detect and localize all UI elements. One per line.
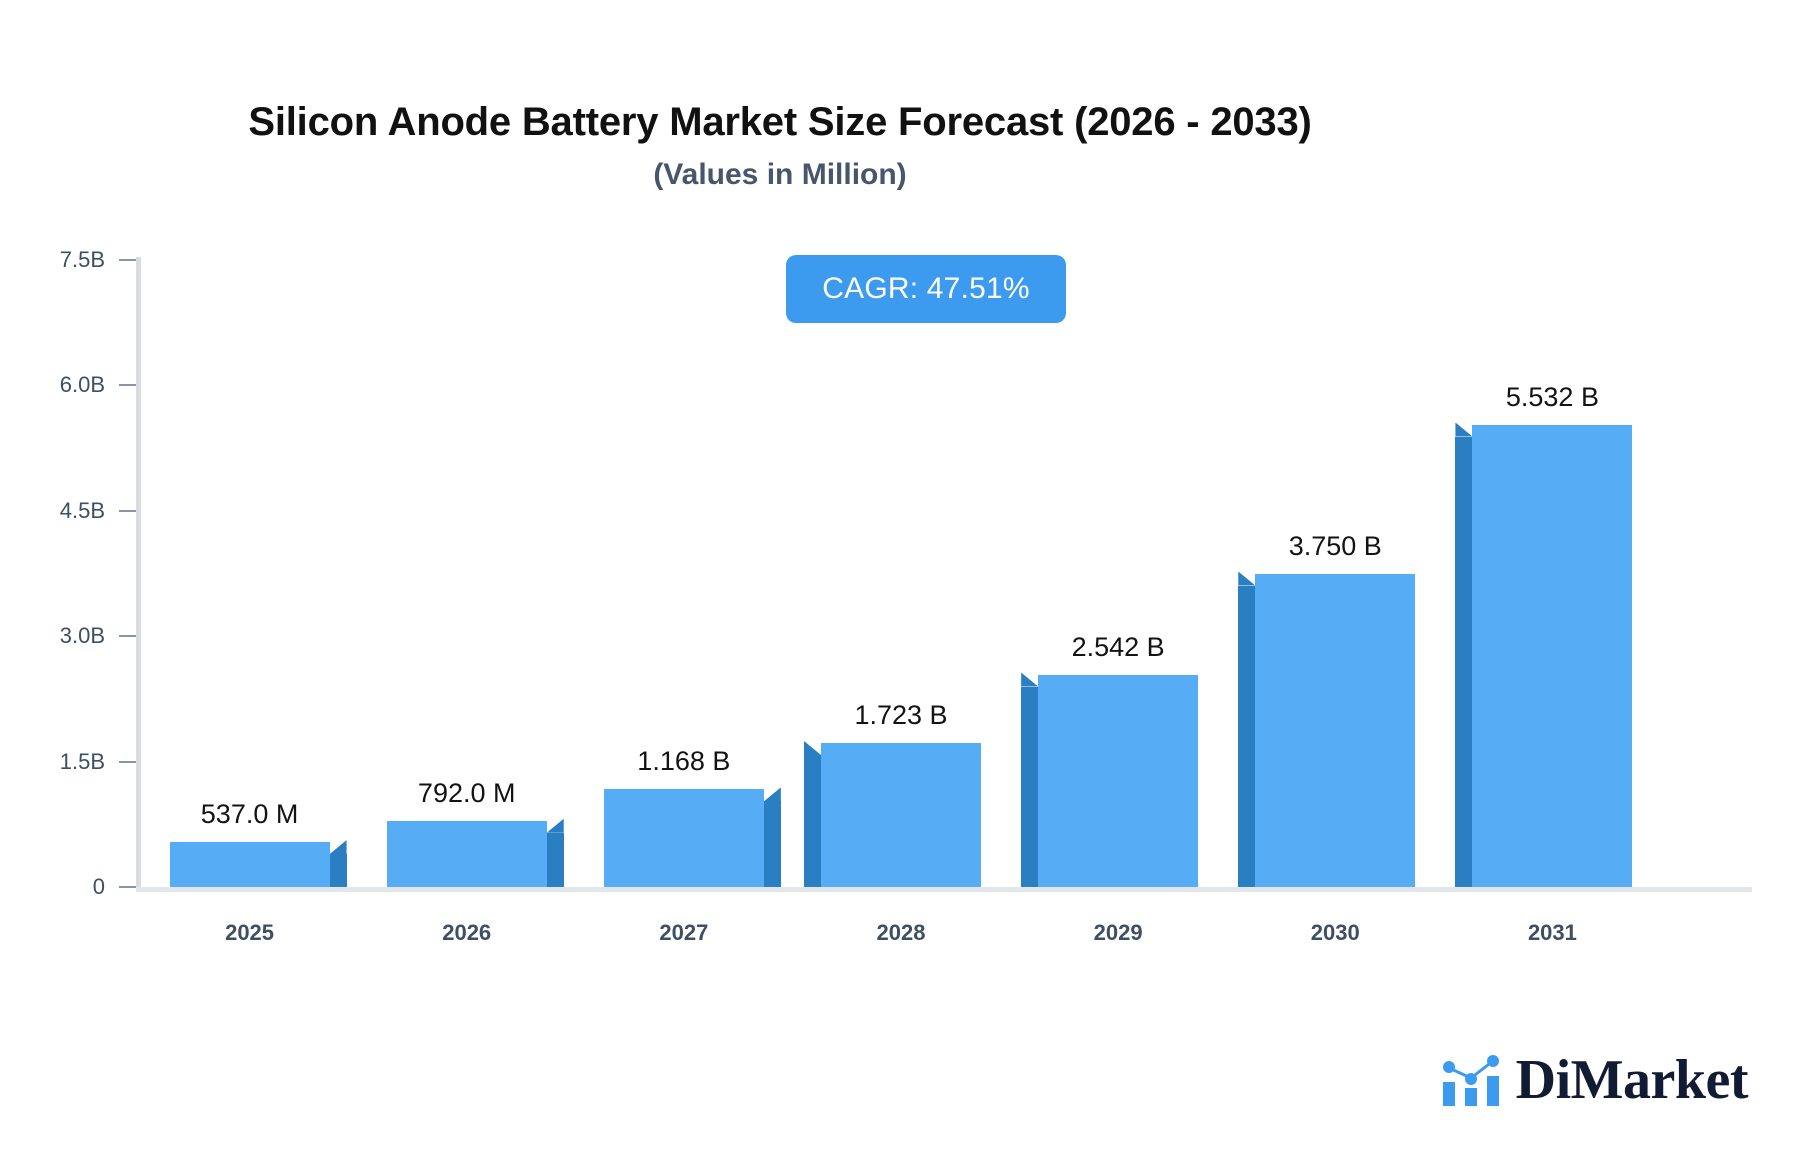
bar-value-label: 1.723 B [854,699,948,730]
bar-slot: 3.750 B [1238,260,1416,887]
logo-text: DiMarket [1515,1049,1749,1111]
bar-value-label: 1.168 B [637,746,731,777]
y-axis-tick: 3.0B [59,623,136,649]
page-title: Silicon Anode Battery Market Size Foreca… [248,100,1312,144]
bar-value-label: 792.0 M [417,777,516,808]
x-axis-tick-label: 2025 [225,920,275,945]
bar-top-bevel [1455,422,1473,437]
bar-side-face [329,854,347,887]
cagr-badge-label: CAGR: 47.51% [822,272,1030,305]
x-axis-baseline [136,887,1752,892]
y-axis-tick: 0 [92,874,136,899]
bar[interactable] [169,840,347,887]
bar-side-face [1021,686,1039,887]
title-block: Silicon Anode Battery Market Size Foreca… [0,100,1560,191]
bar-face[interactable] [603,789,764,887]
cagr-badge: CAGR: 47.51% [786,255,1066,323]
y-axis-tick-mark [119,760,136,763]
bar[interactable] [1021,672,1199,887]
bar-value-label: 3.750 B [1288,530,1382,561]
plot-area: 0 1.5B 3.0B 4.5B 6.0B 7.5B 537.0 M 792.0 M 1.16… [0,247,1800,945]
bar-chart-line-icon [1442,1055,1499,1106]
bar-slot: 792.0 M [386,260,564,887]
bar[interactable] [1455,422,1633,887]
bar-side-face [763,801,781,887]
bar-face[interactable] [1038,674,1199,887]
y-axis-tick-mark [119,886,136,888]
bar-value-label: 5.532 B [1505,381,1599,412]
dimarket-logo: DiMarket [1440,1049,1749,1111]
bar-face[interactable] [821,742,981,887]
y-axis-tick-mark [119,259,136,261]
bar[interactable] [386,818,564,887]
bar-face[interactable] [1255,573,1416,887]
bar-face[interactable] [169,842,330,887]
y-axis-tick-mark [119,635,136,638]
x-axis-tick-label: 2030 [1310,920,1360,945]
y-axis-tick-label: 3.0B [59,623,105,649]
y-axis-tick-label: 0 [92,874,105,899]
y-axis-tick-label: 7.5B [59,247,105,272]
bar-side-face [804,754,821,887]
x-axis-tick-label: 2028 [876,920,926,945]
bar-face[interactable] [386,820,547,887]
bar-face[interactable] [1472,424,1633,887]
y-axis-tick: 6.0B [59,372,136,398]
bar-slot: 5.532 B [1455,260,1633,887]
y-axis-tick-label: 4.5B [59,497,105,523]
bar[interactable] [1238,571,1416,887]
x-axis: 2025 2026 2027 2028 2029 2030 2031 [141,920,1661,960]
bar-side-face [1455,436,1473,887]
y-axis-tick-label: 1.5B [59,748,105,774]
bar[interactable] [603,787,781,887]
y-axis-tick-label: 6.0B [59,372,105,398]
y-axis: 0 1.5B 3.0B 4.5B 6.0B 7.5B [0,247,136,899]
bar-value-label: 2.542 B [1071,631,1165,662]
y-axis-tick-mark [119,384,136,387]
bar-value-label: 537.0 M [200,799,299,830]
bar-top-bevel [1238,571,1256,586]
bar-top-bevel [804,740,821,755]
bar-top-bevel [546,818,564,833]
bar-slot: 1.168 B [603,260,781,887]
bar[interactable] [804,740,981,887]
chart-subtitle: (Values in Million) [653,158,907,191]
y-axis-tick: 7.5B [59,247,136,272]
bar-series: 537.0 M 792.0 M 1.168 B 1.723 B 2.542 B 3.750… [141,260,1661,890]
bar-top-bevel [763,787,781,802]
x-axis-tick-label: 2026 [442,920,492,945]
bar-side-face [1238,585,1256,887]
bar-slot: 2.542 B [1021,260,1199,887]
bar-slot: 537.0 M [169,260,347,887]
bar-top-bevel [329,840,347,855]
bar-top-bevel [1021,672,1039,687]
bar-slot: 1.723 B [804,260,981,887]
y-axis-spine [136,257,141,892]
bar-side-face [546,832,564,887]
y-axis-tick-mark [119,509,136,512]
x-axis-tick-label: 2029 [1093,920,1143,945]
x-axis-tick-label: 2027 [659,920,709,945]
x-axis-tick-label: 2031 [1527,920,1577,945]
y-axis-tick: 4.5B [59,497,136,523]
y-axis-tick: 1.5B [59,748,136,774]
